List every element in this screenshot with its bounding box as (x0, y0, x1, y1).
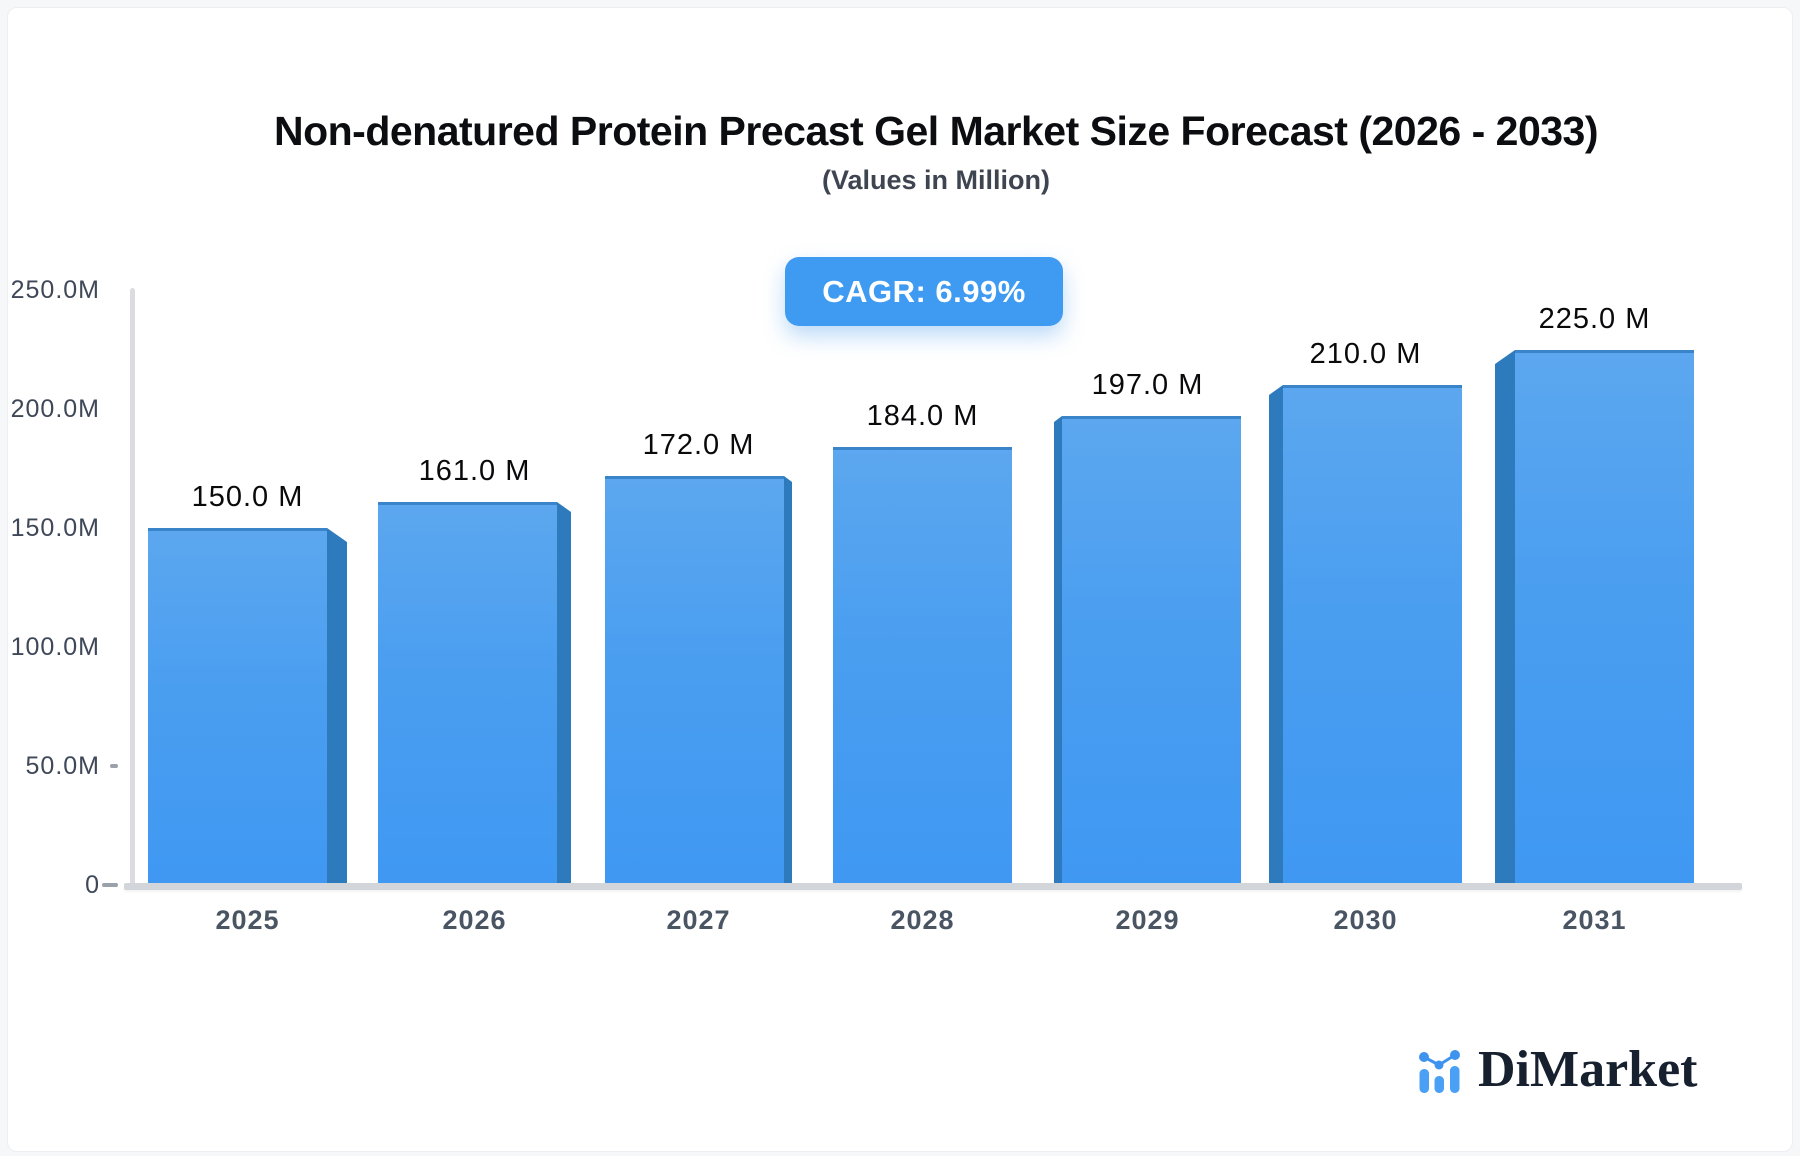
bar-value-label: 184.0 M (866, 400, 979, 432)
bar-2031 (1515, 350, 1694, 887)
x-axis-category-label: 2030 (1333, 905, 1398, 935)
bar-value-label: 210.0 M (1309, 338, 1422, 370)
bar-3d-side-2029 (1054, 416, 1062, 887)
y-axis-tick-label: 200.0M (10, 395, 100, 423)
y-axis-tick-label: 250.0M (10, 276, 100, 304)
bar-2025 (148, 528, 327, 887)
x-axis-category-label: 2029 (1115, 905, 1180, 935)
cagr-badge-label: CAGR: 6.99% (822, 273, 1026, 309)
bar-2027 (605, 476, 784, 887)
x-axis-category-label: 2027 (666, 905, 731, 935)
brand-logo: DiMarket (1418, 1040, 1697, 1099)
x-axis-category-label: 2031 (1562, 905, 1627, 935)
bar-value-label: 225.0 M (1538, 303, 1651, 335)
bar-value-label: 172.0 M (642, 429, 755, 461)
bar-value-label: 150.0 M (191, 481, 304, 513)
chart-subtitle: (Values in Million) (821, 165, 1051, 195)
bar-3d-side-2030 (1269, 385, 1283, 887)
x-axis-category-label: 2026 (442, 905, 507, 935)
bar-line-chart-icon (1419, 1049, 1460, 1093)
y-axis-tick-mark (102, 883, 118, 887)
y-axis-tick-label: 150.0M (10, 514, 100, 542)
x-axis-category-label: 2028 (890, 905, 955, 935)
brand-name: DiMarket (1478, 1041, 1698, 1098)
bar-2030 (1283, 385, 1462, 887)
bar-3d-side-2026 (557, 502, 571, 887)
bar-3d-side-2031 (1495, 350, 1515, 887)
bar-value-label: 197.0 M (1091, 369, 1204, 401)
x-axis-baseline (124, 883, 1742, 890)
bar-3d-side-2027 (784, 476, 792, 887)
y-axis-tick-mark (110, 764, 118, 768)
y-axis-tick-label: 0 (85, 871, 100, 899)
y-axis-line (130, 288, 135, 885)
bar-2029 (1062, 416, 1241, 887)
chart-title: Non-denatured Protein Precast Gel Market… (273, 108, 1599, 154)
bar-2028 (833, 447, 1012, 887)
cagr-badge: CAGR: 6.99% (785, 257, 1063, 326)
x-axis-category-label: 2025 (215, 905, 280, 935)
y-axis-tick-label: 100.0M (10, 633, 100, 661)
bar-value-label: 161.0 M (418, 455, 531, 487)
bar-2026 (378, 502, 557, 887)
y-axis-tick-label: 50.0M (25, 752, 100, 780)
bar-3d-side-2025 (327, 528, 347, 887)
